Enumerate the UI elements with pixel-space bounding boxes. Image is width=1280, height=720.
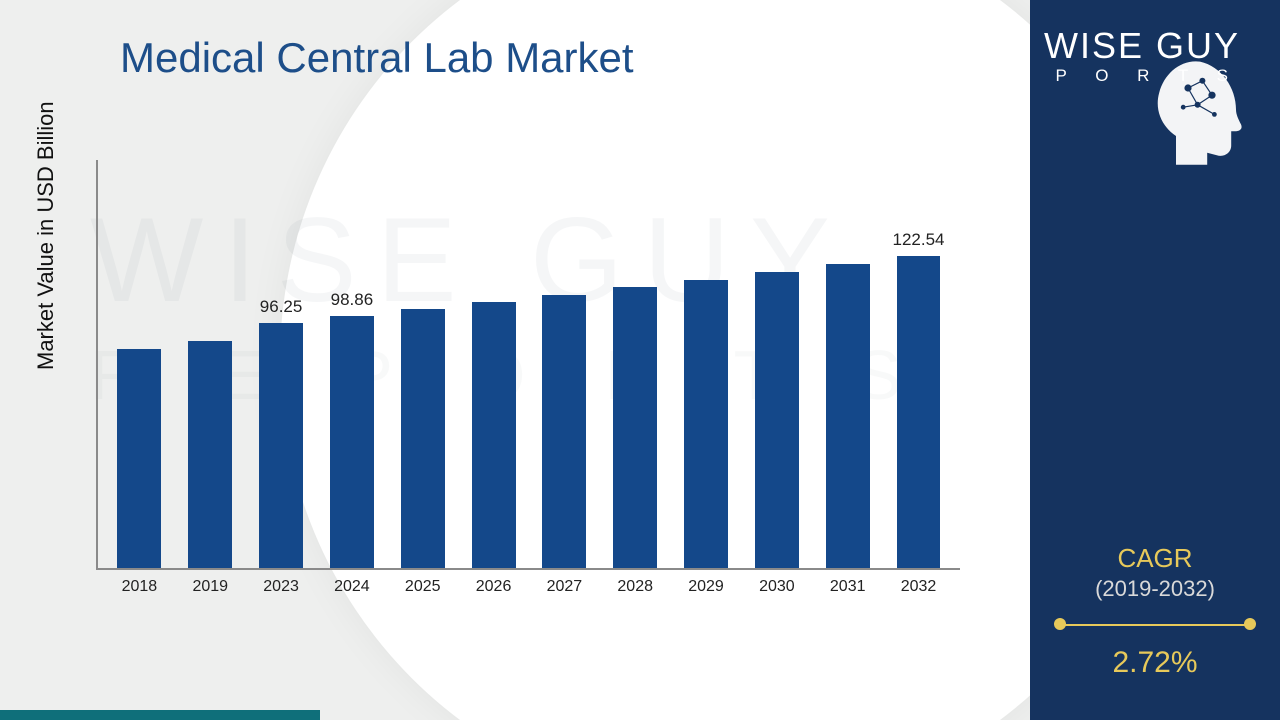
bar [472,302,516,568]
x-axis-label: 2023 [263,578,299,596]
x-axis-label: 2032 [901,578,937,596]
bar-wrap: 96.252023 [246,160,317,568]
x-axis-label: 2024 [334,578,370,596]
plot-area: 2018201996.25202398.86202420252026202720… [96,160,960,570]
x-axis-label: 2019 [192,578,228,596]
cagr-block: CAGR (2019-2032) 2.72% [1030,543,1280,680]
bars-container: 2018201996.25202398.86202420252026202720… [98,160,960,568]
x-axis-label: 2031 [830,578,866,596]
bar-wrap: 98.862024 [316,160,387,568]
bar-wrap: 2019 [175,160,246,568]
bar-wrap: 2030 [741,160,812,568]
x-axis-label: 2025 [405,578,441,596]
bar [401,309,445,568]
cagr-period: (2019-2032) [1030,576,1280,602]
bar [542,295,586,568]
separator-dot-icon [1054,618,1066,630]
x-axis-label: 2027 [547,578,583,596]
bar [684,280,728,568]
bar-value-label: 98.86 [331,290,374,310]
cagr-label: CAGR [1030,543,1280,574]
bar-wrap: 2031 [812,160,883,568]
cagr-separator [1060,612,1250,636]
x-axis-label: 2030 [759,578,795,596]
bar-wrap: 2026 [458,160,529,568]
x-axis-label: 2028 [617,578,653,596]
x-axis-label: 2026 [476,578,512,596]
chart: Market Value in USD Billion 2018201996.2… [60,160,960,600]
x-axis-label: 2029 [688,578,724,596]
bar [897,256,941,568]
bottom-accent-bar [0,710,320,720]
cagr-value: 2.72% [1030,646,1280,680]
bar-wrap: 122.542032 [883,160,954,568]
bar [755,272,799,568]
bar [330,316,374,568]
separator-dot-icon [1244,618,1256,630]
bar-wrap: 2025 [387,160,458,568]
bar-wrap: 2029 [671,160,742,568]
bar-wrap: 2018 [104,160,175,568]
bar [826,264,870,568]
bar [613,287,657,568]
bar [259,323,303,568]
x-axis-label: 2018 [122,578,158,596]
stage: WISE GUY R E P O R T S WISE GUY R E P O … [0,0,1280,720]
y-axis-title: Market Value in USD Billion [33,101,59,370]
bar [188,341,232,568]
bar-wrap: 2028 [600,160,671,568]
bar-wrap: 2027 [529,160,600,568]
brand-head-icon [1128,52,1248,172]
bar-value-label: 96.25 [260,297,303,317]
bar [117,349,161,568]
brand-logo: WISE GUY R E P O R T S [974,28,1240,86]
bar-value-label: 122.54 [893,230,945,250]
page-title: Medical Central Lab Market [120,34,634,82]
